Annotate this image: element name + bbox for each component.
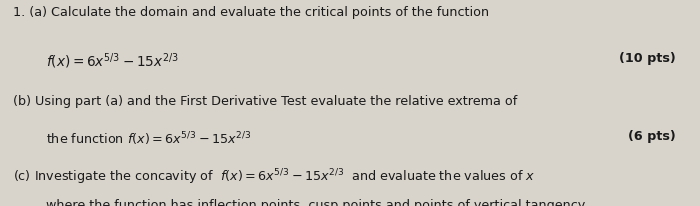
- Text: the function $f(x)=6x^{5/3}-15x^{2/3}$: the function $f(x)=6x^{5/3}-15x^{2/3}$: [46, 130, 251, 147]
- Text: 1. (a) Calculate the domain and evaluate the critical points of the function: 1. (a) Calculate the domain and evaluate…: [13, 6, 489, 19]
- Text: (c) Investigate the concavity of  $f(x)=6x^{5/3}-15x^{2/3}$  and evaluate the va: (c) Investigate the concavity of $f(x)=6…: [13, 167, 535, 186]
- Text: (6 pts): (6 pts): [628, 130, 676, 143]
- Text: where the function has inflection points, cusp points and points of vertical tan: where the function has inflection points…: [46, 198, 584, 206]
- Text: (b) Using part (a) and the First Derivative Test evaluate the relative extrema o: (b) Using part (a) and the First Derivat…: [13, 95, 517, 108]
- Text: (10 pts): (10 pts): [619, 52, 675, 64]
- Text: $f(x)=6x^{5/3}-15x^{2/3}$: $f(x)=6x^{5/3}-15x^{2/3}$: [46, 52, 178, 71]
